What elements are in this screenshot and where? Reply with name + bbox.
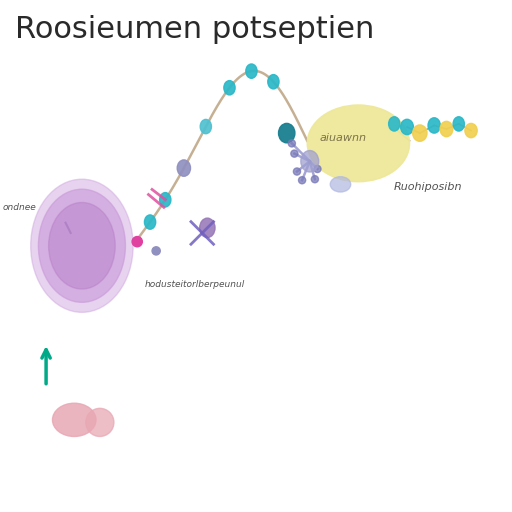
Text: Ruohiposibn: Ruohiposibn [393, 182, 462, 192]
Circle shape [298, 177, 306, 184]
Ellipse shape [144, 215, 156, 229]
Ellipse shape [246, 64, 257, 78]
Ellipse shape [200, 119, 211, 134]
Text: hodusteitorlberpeunul: hodusteitorlberpeunul [144, 280, 245, 289]
Ellipse shape [200, 218, 215, 238]
Ellipse shape [52, 403, 96, 436]
Ellipse shape [413, 125, 427, 141]
Ellipse shape [428, 118, 440, 133]
Ellipse shape [49, 202, 115, 289]
Ellipse shape [31, 179, 133, 312]
Ellipse shape [330, 177, 351, 192]
Text: ondnee: ondnee [3, 203, 36, 212]
Circle shape [311, 176, 318, 183]
Ellipse shape [401, 119, 414, 135]
Ellipse shape [307, 105, 410, 182]
Text: Roosieumen potseptien: Roosieumen potseptien [15, 15, 375, 45]
Ellipse shape [177, 160, 190, 176]
Circle shape [288, 140, 295, 147]
Ellipse shape [465, 123, 477, 138]
Ellipse shape [268, 75, 279, 89]
Circle shape [291, 150, 298, 157]
Ellipse shape [224, 80, 235, 95]
Circle shape [152, 247, 160, 255]
Circle shape [132, 237, 142, 247]
Ellipse shape [453, 117, 464, 131]
Ellipse shape [160, 193, 171, 207]
Text: aiuawnn: aiuawnn [319, 133, 367, 143]
Ellipse shape [86, 409, 114, 436]
Ellipse shape [440, 121, 453, 137]
Ellipse shape [38, 189, 125, 302]
Circle shape [314, 165, 321, 173]
Ellipse shape [279, 123, 295, 143]
Ellipse shape [389, 117, 400, 131]
Circle shape [293, 168, 301, 175]
Ellipse shape [301, 151, 318, 172]
